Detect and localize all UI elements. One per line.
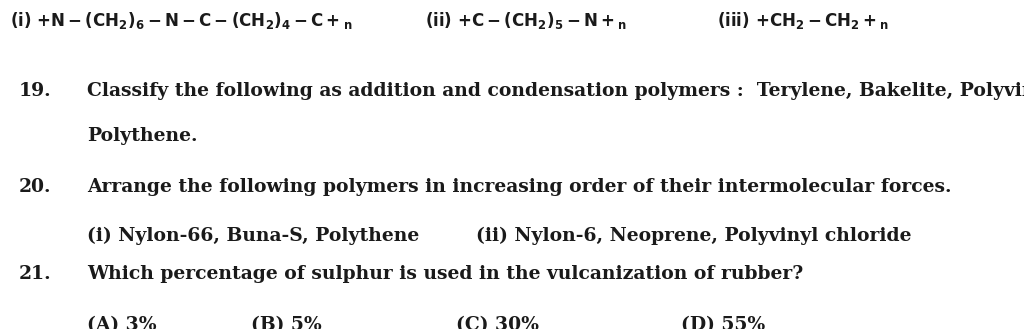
Text: (B) 5%: (B) 5% — [251, 316, 322, 329]
Text: 21.: 21. — [18, 265, 51, 283]
Text: Polythene.: Polythene. — [87, 127, 198, 145]
Text: (D) 55%: (D) 55% — [681, 316, 765, 329]
Text: $\mathbf{(ii)}$ $\mathbf{+C-(CH_2)_5-N+_n}$: $\mathbf{(ii)}$ $\mathbf{+C-(CH_2)_5-N+_… — [425, 10, 627, 31]
Text: Which percentage of sulphur is used in the vulcanization of rubber?: Which percentage of sulphur is used in t… — [87, 265, 803, 283]
Text: (C) 30%: (C) 30% — [456, 316, 539, 329]
Text: Arrange the following polymers in increasing order of their intermolecular force: Arrange the following polymers in increa… — [87, 178, 951, 196]
Text: Classify the following as addition and condensation polymers :  Terylene, Bakeli: Classify the following as addition and c… — [87, 82, 1024, 100]
Text: $\mathbf{(iii)}$ $\mathbf{+CH_2-CH_2+_n}$: $\mathbf{(iii)}$ $\mathbf{+CH_2-CH_2+_n}… — [717, 10, 889, 31]
Text: (ii) Nylon-6, Neoprene, Polyvinyl chloride: (ii) Nylon-6, Neoprene, Polyvinyl chlori… — [476, 227, 911, 245]
Text: (A) 3%: (A) 3% — [87, 316, 157, 329]
Text: 20.: 20. — [18, 178, 51, 196]
Text: 19.: 19. — [18, 82, 51, 100]
Text: (i) Nylon-66, Buna-S, Polythene: (i) Nylon-66, Buna-S, Polythene — [87, 227, 419, 245]
Text: $\mathbf{(i)}$ $\mathbf{+}$$\mathbf{N-(CH_2)_6-N-C-(CH_2)_4-C+_n}$: $\mathbf{(i)}$ $\mathbf{+}$$\mathbf{N-(C… — [10, 10, 353, 31]
